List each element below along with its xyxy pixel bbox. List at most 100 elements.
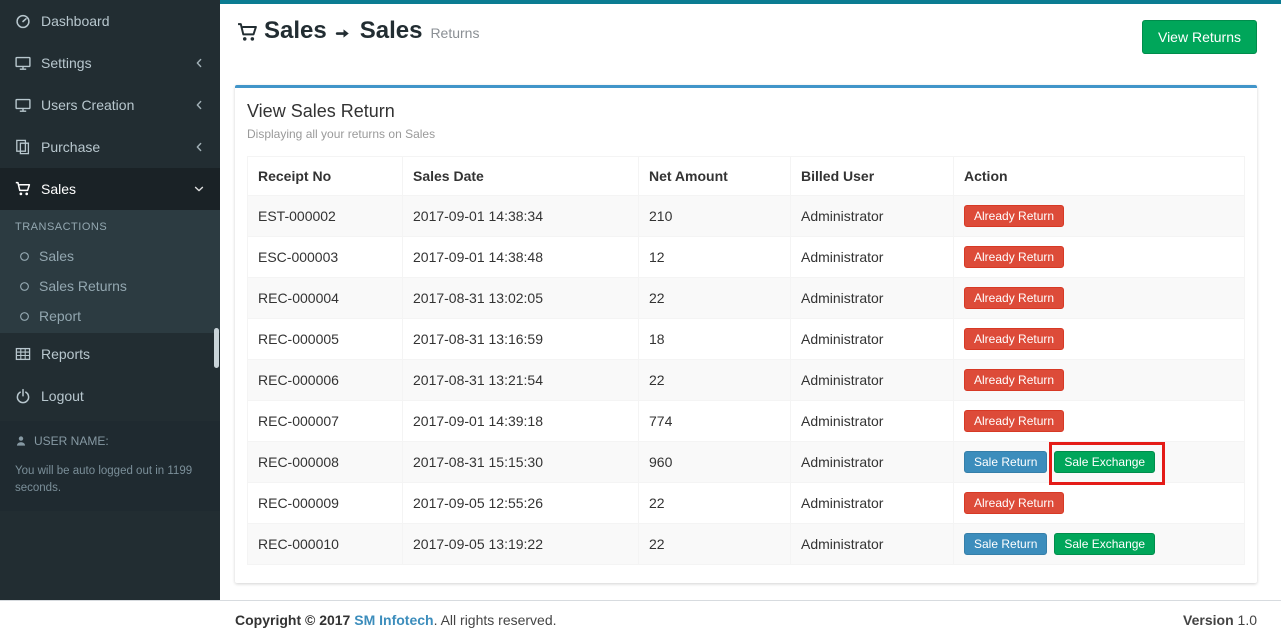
page-title-sub: Returns	[430, 25, 480, 41]
sidebar-item-label: Sales	[41, 181, 77, 197]
cart-icon	[15, 181, 31, 197]
net-amount-cell: 18	[638, 318, 791, 360]
sale-return-button[interactable]: Sale Return	[964, 533, 1048, 555]
net-amount-cell: 12	[638, 236, 791, 278]
billed-user-cell: Administrator	[790, 195, 954, 237]
action-cell: Sale Return Sale Exchange	[953, 441, 1245, 485]
card-header: View Sales Return Displaying all your re…	[235, 88, 1257, 146]
sidebar-subitem-report[interactable]: Report	[0, 301, 220, 331]
sidebar-subitem-sales[interactable]: Sales	[0, 241, 220, 271]
user-section: USER NAME: You will be auto logged out i…	[0, 421, 220, 511]
sales-date-cell: 2017-09-01 14:38:34	[402, 195, 639, 237]
main-content: Sales Sales Returns View Returns View Sa…	[220, 0, 1281, 600]
action-cell: Already Return	[953, 277, 1245, 319]
copy-icon	[15, 139, 31, 155]
sidebar-subitem-sales-returns[interactable]: Sales Returns	[0, 271, 220, 301]
receipt-no-cell: REC-000005	[247, 318, 403, 360]
sale-exchange-button[interactable]: Sale Exchange	[1054, 451, 1156, 473]
sidebar-subitem-label: Sales Returns	[39, 278, 127, 294]
sidebar-item-settings[interactable]: Settings	[0, 42, 220, 84]
action-cell: Already Return	[953, 359, 1245, 401]
sidebar-item-dashboard[interactable]: Dashboard	[0, 0, 220, 42]
already-return-button[interactable]: Already Return	[964, 369, 1065, 391]
column-header-receipt-no: Receipt No	[247, 156, 403, 196]
circle-icon	[19, 251, 30, 262]
circle-icon	[19, 311, 30, 322]
table-row: REC-000006 2017-08-31 13:21:54 22 Administr…	[247, 359, 1245, 401]
sidebar-item-users-creation[interactable]: Users Creation	[0, 84, 220, 126]
billed-user-cell: Administrator	[790, 441, 954, 483]
net-amount-cell: 22	[638, 359, 791, 401]
sidebar-submenu: TRANSACTIONS Sales Sales Returns Report	[0, 210, 220, 333]
already-return-button[interactable]: Already Return	[964, 287, 1065, 309]
version-label: Version	[1183, 612, 1234, 628]
table-row: REC-000009 2017-09-05 12:55:26 22 Administr…	[247, 482, 1245, 524]
copyright-text: Copyright © 2017 SM Infotech. All rights…	[235, 612, 557, 628]
sales-date-cell: 2017-08-31 13:21:54	[402, 359, 639, 401]
receipt-no-cell: REC-000006	[247, 359, 403, 401]
already-return-button[interactable]: Already Return	[964, 205, 1065, 227]
card-title: View Sales Return	[247, 101, 395, 121]
receipt-no-cell: EST-000002	[247, 195, 403, 237]
sales-returns-table: Receipt No Sales Date Net Amount Billed Use…	[247, 156, 1245, 565]
action-button-wrap: Sale Return	[964, 451, 1048, 473]
sidebar-item-label: Purchase	[41, 139, 101, 155]
sidebar-item-label: Settings	[41, 55, 92, 71]
sidebar-item-logout[interactable]: Logout	[0, 375, 220, 417]
action-cell: Already Return	[953, 318, 1245, 360]
brand-link[interactable]: SM Infotech	[354, 612, 434, 628]
chevron-left-icon	[193, 57, 205, 69]
sale-return-button[interactable]: Sale Return	[964, 451, 1048, 473]
sidebar-scrollbar-thumb[interactable]	[214, 328, 219, 368]
table-row: REC-000008 2017-08-31 15:15:30 960 Administ…	[247, 441, 1245, 485]
submenu-items: Sales Sales Returns Report	[0, 241, 220, 331]
action-button-wrap: Sale Exchange	[1049, 442, 1166, 485]
copyright-prefix: Copyright © 2017	[235, 612, 351, 628]
sidebar-item-purchase[interactable]: Purchase	[0, 126, 220, 168]
sidebar-item-sales[interactable]: Sales	[0, 168, 220, 210]
receipt-no-cell: REC-000007	[247, 400, 403, 442]
cart-icon	[237, 22, 258, 43]
table-row: REC-000005 2017-08-31 13:16:59 18 Administr…	[247, 318, 1245, 360]
billed-user-cell: Administrator	[790, 318, 954, 360]
table-icon	[15, 346, 31, 362]
page-title-section: Sales	[359, 17, 423, 44]
net-amount-cell: 22	[638, 523, 791, 565]
net-amount-cell: 774	[638, 400, 791, 442]
already-return-button[interactable]: Already Return	[964, 410, 1065, 432]
top-accent-bar	[220, 0, 1281, 4]
footer: Copyright © 2017 SM Infotech. All rights…	[0, 600, 1281, 639]
action-cell: Sale Return Sale Exchange	[953, 523, 1245, 565]
circle-icon	[19, 281, 30, 292]
receipt-no-cell: REC-000008	[247, 441, 403, 483]
page-title: Sales Sales Returns	[237, 17, 479, 45]
user-label-text: USER NAME:	[34, 434, 109, 448]
view-returns-button[interactable]: View Returns	[1141, 20, 1257, 54]
table-row: EST-000002 2017-09-01 14:38:34 210 Administ…	[247, 195, 1245, 237]
action-button-wrap: Already Return	[964, 328, 1065, 350]
sidebar-item-label: Logout	[41, 388, 84, 404]
already-return-button[interactable]: Already Return	[964, 492, 1065, 514]
chevron-left-icon	[193, 141, 205, 153]
sales-date-cell: 2017-09-05 12:55:26	[402, 482, 639, 524]
user-icon	[15, 435, 27, 447]
sidebar-subitem-label: Report	[39, 308, 82, 324]
action-cell: Already Return	[953, 236, 1245, 278]
sale-exchange-button[interactable]: Sale Exchange	[1054, 533, 1156, 555]
rights-text: . All rights reserved.	[433, 612, 557, 628]
action-cell: Already Return	[953, 400, 1245, 442]
sales-return-card: View Sales Return Displaying all your re…	[235, 85, 1257, 583]
column-header-billed-user: Billed User	[790, 156, 954, 196]
user-label: USER NAME:	[15, 434, 205, 448]
sidebar-item-reports[interactable]: Reports	[0, 333, 220, 375]
sidebar-item-label: Dashboard	[41, 13, 110, 29]
billed-user-cell: Administrator	[790, 359, 954, 401]
already-return-button[interactable]: Already Return	[964, 328, 1065, 350]
sidebar: Dashboard Settings Users Creation Purchase S…	[0, 0, 220, 600]
net-amount-cell: 960	[638, 441, 791, 483]
billed-user-cell: Administrator	[790, 482, 954, 524]
dashboard-icon	[15, 13, 31, 29]
already-return-button[interactable]: Already Return	[964, 246, 1065, 268]
action-cell: Already Return	[953, 482, 1245, 524]
sales-date-cell: 2017-09-05 13:19:22	[402, 523, 639, 565]
